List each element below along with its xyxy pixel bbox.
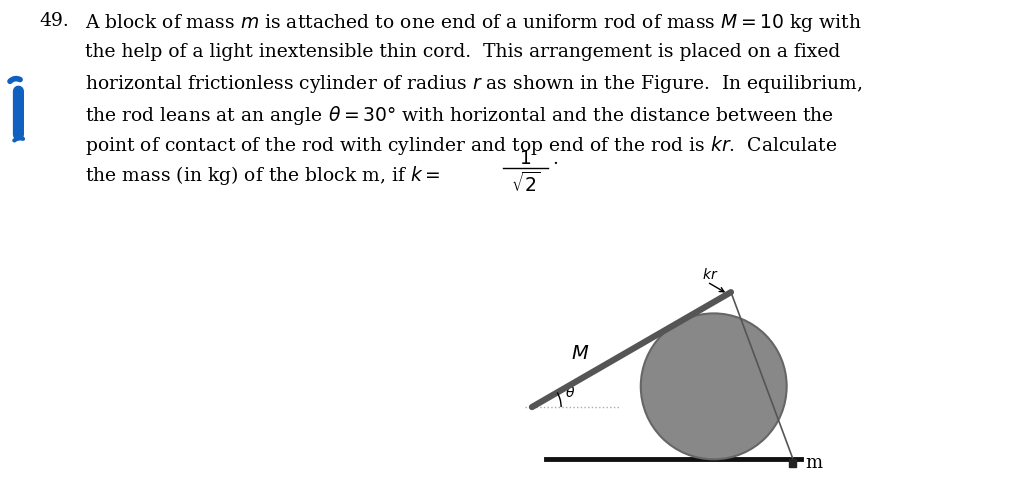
Text: $\sqrt{2}$: $\sqrt{2}$ (511, 172, 540, 196)
Text: horizontal frictionless cylinder of radius $r$ as shown in the Figure.  In equil: horizontal frictionless cylinder of radi… (85, 73, 863, 95)
Text: $1$: $1$ (519, 150, 531, 168)
Text: $\theta$: $\theta$ (565, 385, 575, 400)
Text: 49.: 49. (39, 12, 69, 30)
Text: the help of a light inextensible thin cord.  This arrangement is placed on a fix: the help of a light inextensible thin co… (85, 43, 841, 61)
Bar (788, 459, 796, 466)
Text: $M$: $M$ (570, 345, 589, 363)
Text: .: . (552, 150, 558, 168)
Text: the mass (in kg) of the block m, if $k = $: the mass (in kg) of the block m, if $k =… (85, 164, 440, 188)
Text: the rod leans at an angle $\theta = 30°$ with horizontal and the distance betwee: the rod leans at an angle $\theta = 30°$… (85, 104, 834, 127)
Text: m: m (806, 454, 822, 472)
Text: $kr$: $kr$ (702, 267, 719, 282)
Text: A block of mass $m$ is attached to one end of a uniform rod of mass $M = 10$ kg : A block of mass $m$ is attached to one e… (85, 12, 861, 34)
Text: point of contact of the rod with cylinder and top end of the rod is $kr$.  Calcu: point of contact of the rod with cylinde… (85, 134, 838, 157)
Circle shape (641, 313, 786, 459)
